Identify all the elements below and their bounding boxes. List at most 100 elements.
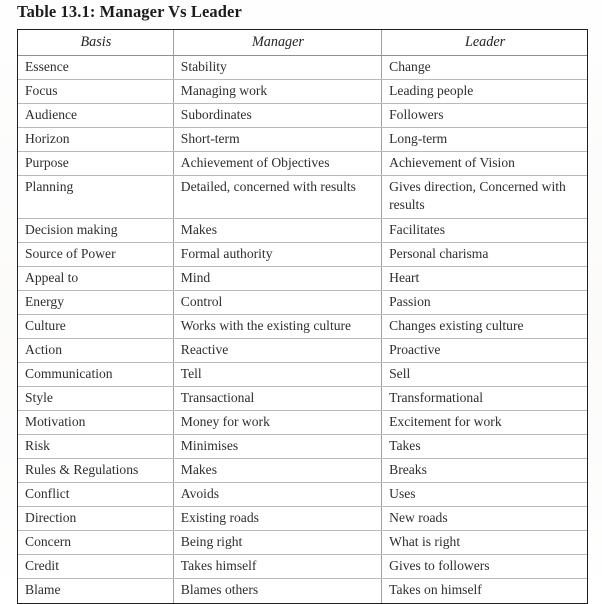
cell-leader-text: Takes on himself (389, 582, 482, 598)
cell-manager-text: Blames others (180, 582, 259, 598)
cell-basis: Horizon (18, 127, 174, 153)
table-row: Risk Minimises Takes (18, 434, 587, 460)
table-row: Source of Power Formal authority Personal … (18, 242, 587, 268)
cell-leader: Facilitates (381, 218, 587, 244)
cell-basis-text: Focus (25, 83, 58, 99)
cell-basis-text: Purpose (25, 155, 69, 171)
cell-manager-text: Subordinates (180, 107, 252, 123)
cell-manager-text: Avoids (180, 486, 220, 502)
cell-manager-text: Detailed, concerned with results (180, 179, 356, 195)
cell-basis-text: Culture (25, 318, 66, 334)
cell-leader: Proactive (381, 338, 587, 364)
cell-basis-text: Motivation (25, 414, 86, 430)
cell-basis-text: Blame (25, 582, 61, 598)
cell-manager-text: Transactional (180, 390, 255, 406)
cell-manager-text: Short-term (180, 131, 240, 147)
cell-leader-text: Facilitates (389, 222, 445, 238)
cell-basis: Planning (18, 175, 174, 220)
cell-leader-text: Achievement of Vision (389, 155, 515, 171)
cell-leader: New roads (381, 506, 587, 532)
cell-leader-text: Change (389, 59, 431, 75)
cell-basis: Energy (18, 290, 174, 316)
cell-manager-text: Existing roads (180, 510, 259, 526)
cell-leader: Excitement for work (381, 410, 587, 436)
cell-manager-text: Tell (180, 366, 202, 382)
cell-basis: Purpose (18, 151, 174, 177)
cell-manager-text: Formal authority (180, 246, 273, 262)
cell-basis-text: Audience (25, 107, 78, 123)
cell-leader-text: Uses (389, 486, 416, 502)
cell-manager-text: Being right (180, 534, 243, 550)
cell-leader-text: Proactive (389, 342, 441, 358)
cell-leader-text: Transformational (389, 390, 484, 406)
cell-manager-text: Minimises (180, 438, 239, 454)
cell-manager: Blames others (173, 578, 383, 603)
cell-basis-text: Credit (25, 558, 59, 574)
column-header-manager: Manager (173, 30, 383, 57)
cell-leader: Change (381, 55, 587, 81)
cell-leader: Achievement of Vision (381, 151, 587, 177)
table-row: Rules & Regulations Makes Breaks (18, 458, 587, 484)
cell-manager: Achievement of Objectives (173, 151, 383, 177)
cell-leader-text: Excitement for work (389, 414, 502, 430)
cell-basis: Focus (18, 79, 174, 105)
cell-basis-text: Energy (25, 294, 65, 310)
cell-leader: Sell (381, 362, 587, 388)
table-header-row: Basis Manager Leader (18, 30, 587, 57)
table-row: Direction Existing roads New roads (18, 506, 587, 532)
cell-manager-text: Money for work (180, 414, 270, 430)
table-row: Audience Subordinates Followers (18, 103, 587, 129)
cell-manager: Detailed, concerned with results (173, 175, 383, 220)
cell-leader: Leading people (381, 79, 587, 105)
cell-manager: Existing roads (173, 506, 383, 532)
cell-basis: Blame (18, 578, 174, 603)
table-row: Focus Managing work Leading people (18, 79, 587, 105)
cell-basis-text: Essence (25, 59, 69, 75)
cell-basis: Direction (18, 506, 174, 532)
cell-leader-text: Followers (389, 107, 444, 123)
cell-manager: Subordinates (173, 103, 383, 129)
cell-leader-text: Leading people (389, 83, 474, 99)
cell-manager-text: Makes (180, 222, 218, 238)
cell-basis-text: Risk (25, 438, 50, 454)
cell-manager-text: Control (180, 294, 223, 310)
cell-manager: Control (173, 290, 383, 316)
cell-manager: Being right (173, 530, 383, 556)
cell-basis-text: Direction (25, 510, 77, 526)
cell-basis: Source of Power (18, 242, 174, 268)
cell-basis-text: Source of Power (25, 246, 116, 262)
cell-manager: Short-term (173, 127, 383, 153)
column-header-basis: Basis (18, 30, 174, 57)
cell-manager: Works with the existing culture (173, 314, 383, 340)
cell-basis: Rules & Regulations (18, 458, 174, 484)
cell-leader: Personal charisma (381, 242, 587, 268)
cell-basis-text: Horizon (25, 131, 70, 147)
cell-leader: Heart (381, 266, 587, 292)
cell-basis: Motivation (18, 410, 174, 436)
cell-basis: Risk (18, 434, 174, 460)
cell-basis: Style (18, 386, 174, 412)
cell-manager: Managing work (173, 79, 383, 105)
table-row: Purpose Achievement of Objectives Achievem… (18, 151, 587, 177)
cell-basis: Decision making (18, 218, 174, 244)
cell-leader: Passion (381, 290, 587, 316)
cell-leader-text: Long-term (389, 131, 448, 147)
cell-basis-text: Planning (25, 179, 74, 195)
cell-manager: Stability (173, 55, 383, 81)
cell-manager-text: Reactive (180, 342, 229, 358)
cell-manager: Money for work (173, 410, 383, 436)
manager-vs-leader-table: Basis Manager Leader Essence Stability Cha… (18, 30, 587, 603)
cell-manager-text: Takes himself (180, 558, 257, 574)
cell-leader: Uses (381, 482, 587, 508)
cell-basis-text: Conflict (25, 486, 70, 502)
table-row: Credit Takes himself Gives to followers (18, 554, 587, 580)
table-row: Action Reactive Proactive (18, 338, 587, 364)
table-body: Essence Stability Change Focus Managing work… (18, 55, 587, 603)
table-row: Energy Control Passion (18, 290, 587, 316)
cell-basis: Concern (18, 530, 174, 556)
table-row: Blame Blames others Takes on himself (18, 578, 587, 603)
cell-leader: Long-term (381, 127, 587, 153)
cell-leader: Breaks (381, 458, 587, 484)
cell-manager-text: Stability (180, 59, 227, 75)
cell-leader-text: Takes (389, 438, 421, 454)
